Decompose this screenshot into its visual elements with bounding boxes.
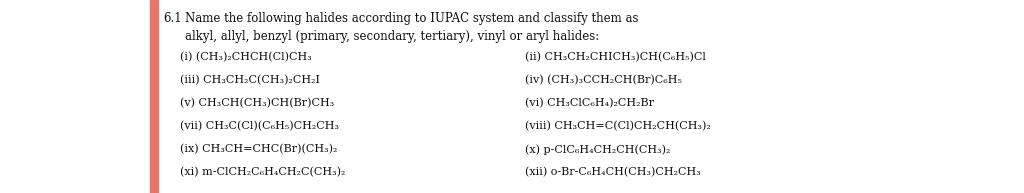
Text: (ix) CH₃CH=CHC(Br)(CH₃)₂: (ix) CH₃CH=CHC(Br)(CH₃)₂ bbox=[180, 144, 337, 154]
Text: (iii) CH₃CH₂C(CH₃)₂CH₂I: (iii) CH₃CH₂C(CH₃)₂CH₂I bbox=[180, 75, 319, 85]
Text: (xi) m-ClCH₂C₆H₄CH₂C(CH₃)₂: (xi) m-ClCH₂C₆H₄CH₂C(CH₃)₂ bbox=[180, 167, 345, 177]
Text: 6.1: 6.1 bbox=[163, 12, 181, 25]
Text: (i) (CH₃)₂CHCH(Cl)CH₃: (i) (CH₃)₂CHCH(Cl)CH₃ bbox=[180, 52, 311, 62]
Text: (vii) CH₃C(Cl)(C₆H₅)CH₂CH₃: (vii) CH₃C(Cl)(C₆H₅)CH₂CH₃ bbox=[180, 121, 339, 131]
Text: (v) CH₃CH(CH₃)CH(Br)CH₃: (v) CH₃CH(CH₃)CH(Br)CH₃ bbox=[180, 98, 334, 108]
Text: (ii) CH₃CH₂CHICH₃)CH(C₆H₅)Cl: (ii) CH₃CH₂CHICH₃)CH(C₆H₅)Cl bbox=[525, 52, 706, 62]
Text: Name the following halides according to IUPAC system and classify them as: Name the following halides according to … bbox=[185, 12, 639, 25]
Text: alkyl, allyl, benzyl (primary, secondary, tertiary), vinyl or aryl halides:: alkyl, allyl, benzyl (primary, secondary… bbox=[185, 30, 599, 43]
Text: (x) p-ClC₆H₄CH₂CH(CH₃)₂: (x) p-ClC₆H₄CH₂CH(CH₃)₂ bbox=[525, 144, 671, 155]
Text: (viii) CH₃CH=C(Cl)CH₂CH(CH₃)₂: (viii) CH₃CH=C(Cl)CH₂CH(CH₃)₂ bbox=[525, 121, 711, 131]
Text: (vi) CH₃ClC₆H₄)₂CH₂Br: (vi) CH₃ClC₆H₄)₂CH₂Br bbox=[525, 98, 654, 108]
Text: (iv) (CH₃)₃CCH₂CH(Br)C₆H₅: (iv) (CH₃)₃CCH₂CH(Br)C₆H₅ bbox=[525, 75, 682, 85]
Text: (xii) o-Br-C₆H₄CH(CH₃)CH₂CH₃: (xii) o-Br-C₆H₄CH(CH₃)CH₂CH₃ bbox=[525, 167, 700, 177]
Bar bbox=[150, 0, 158, 193]
